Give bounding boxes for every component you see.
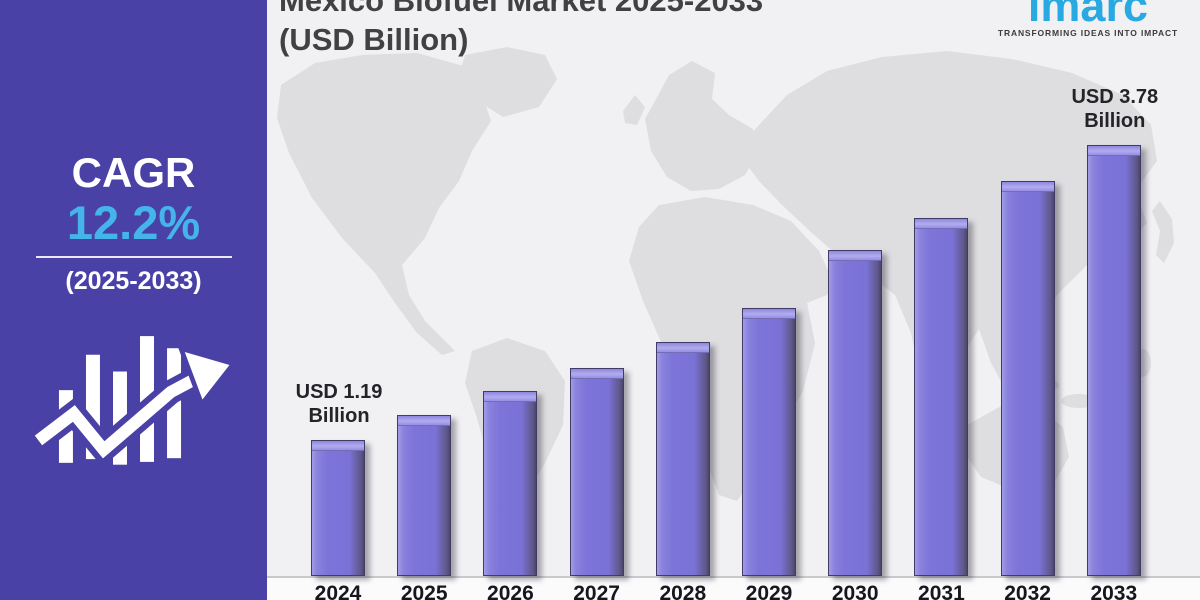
bar-2024: [311, 440, 365, 576]
bar-chart: 2024 2025 2026 2027 2028 2029 2030 2031 2032 2033…: [267, 0, 1200, 600]
bar-top-bevel: [1087, 146, 1140, 156]
bar-top-bevel: [743, 309, 795, 319]
bar-2033: [1086, 145, 1141, 576]
bar-2027: [569, 368, 624, 576]
x-axis-label-2033: 2033: [1090, 582, 1138, 600]
bar-top-bevel: [570, 369, 623, 379]
bar-2029: [742, 308, 796, 576]
imarc-logo-tagline: TRANSFORMING IDEAS INTO IMPACT: [997, 28, 1178, 38]
axis-strip: [267, 578, 1200, 600]
x-axis-label-2024: 2024: [314, 582, 362, 600]
value-annotation-2024: USD 1.19 Billion: [295, 381, 383, 427]
bar-2025: [397, 415, 452, 576]
bar-2028: [655, 342, 710, 576]
bar-top-bevel: [829, 251, 882, 261]
x-axis-label-2027: 2027: [573, 582, 620, 600]
bar-top-bevel: [915, 219, 968, 229]
bar-top-bevel: [484, 392, 537, 402]
x-axis-label-2028: 2028: [659, 582, 707, 600]
cagr-sidebar: CAGR 12.2% (2025-2033): [0, 0, 267, 600]
bar-2031: [914, 218, 969, 576]
imarc-logo-wordmark: imarc: [1027, 0, 1148, 31]
x-axis-label-2030: 2030: [831, 582, 879, 600]
x-axis-label-2032: 2032: [1004, 582, 1051, 600]
bar-2026: [483, 391, 538, 576]
growth-bars-arrow-icon: [0, 315, 267, 488]
world-map-background: [277, 47, 1174, 520]
bar-top-bevel: [398, 416, 451, 426]
bar-top-bevel: [656, 343, 709, 353]
bar-top-bevel: [312, 441, 364, 451]
chart-title-line1: Mexico Biofuel Market 2025-2033: [279, 0, 764, 18]
cagr-title: CAGR: [71, 149, 196, 196]
x-axis-label-2026: 2026: [487, 582, 534, 600]
x-axis-label-2031: 2031: [918, 582, 965, 600]
chart-title-line2: (USD Billion): [279, 22, 469, 57]
divider: [35, 256, 232, 258]
imarc-logo: imarc TRANSFORMING IDEAS INTO IMPACT: [998, 0, 1178, 38]
value-annotation-2033: USD 3.78 Billion: [1071, 86, 1159, 132]
cagr-value: 12.2%: [66, 196, 201, 249]
cagr-period: (2025-2033): [65, 267, 202, 295]
x-axis-label-2025: 2025: [400, 582, 448, 600]
x-axis-line: [267, 576, 1200, 578]
bar-2030: [828, 250, 883, 576]
chart-title: Mexico Biofuel Market 2025-2033 (USD Bil…: [279, 0, 763, 59]
bar-top-bevel: [1001, 182, 1054, 192]
chart-area: Mexico Biofuel Market 2025-2033 (USD Bil…: [267, 0, 1200, 600]
bar-2032: [1000, 181, 1055, 576]
x-axis-label-2029: 2029: [745, 582, 793, 600]
